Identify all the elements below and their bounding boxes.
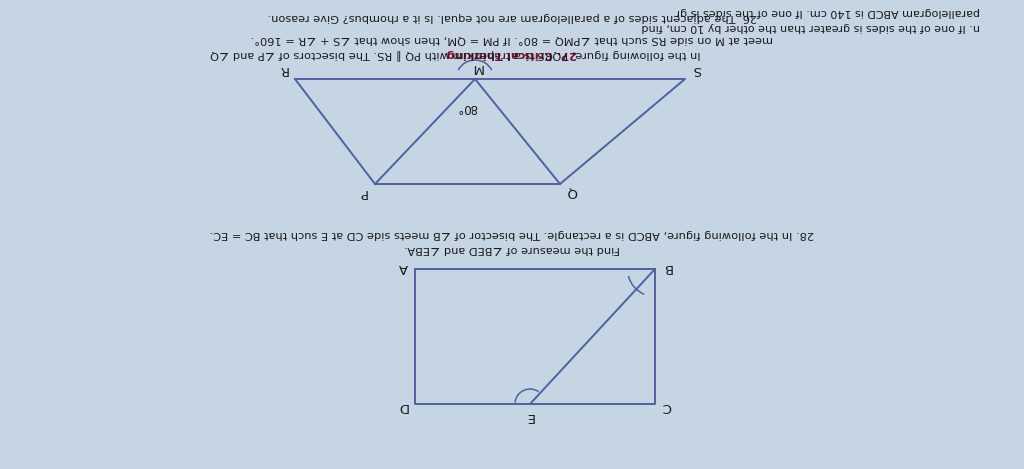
Text: Find the measure of ∠BED and ∠EBA.: Find the measure of ∠BED and ∠EBA. <box>404 244 620 254</box>
Text: B: B <box>663 260 672 273</box>
Text: R: R <box>279 62 288 76</box>
Text: 27. Critical Thinking: 27. Critical Thinking <box>446 49 578 59</box>
Text: n. If one of the sides is greater than the other by 10 cm, find: n. If one of the sides is greater than t… <box>641 22 980 32</box>
Text: A: A <box>398 260 408 273</box>
Text: P: P <box>359 186 367 198</box>
Text: Q: Q <box>566 186 578 198</box>
Text: E: E <box>526 409 535 423</box>
Text: S: S <box>693 62 701 76</box>
Text: M: M <box>471 61 482 74</box>
Text: C: C <box>663 400 672 413</box>
Text: meet at M on side RS such that ∠PMQ = 80°. If PM = QM, then show that ∠S + ∠R = : meet at M on side RS such that ∠PMQ = 80… <box>251 34 773 44</box>
Text: D: D <box>398 400 408 413</box>
Text: 80°: 80° <box>457 100 477 113</box>
Text: 26. The adjacent sides of a parallelogram are not equal. Is it a rhombus? Give r: 26. The adjacent sides of a parallelogra… <box>267 12 757 22</box>
Text: parallelogram ABCD is 140 cm. If one of the sides is gr: parallelogram ABCD is 140 cm. If one of … <box>676 7 980 17</box>
Text: In the following figure, PQRS is a trapezium with PQ ∥ RS. The bisectors of ∠P a: In the following figure, PQRS is a trape… <box>211 49 813 60</box>
Text: 28. In the following figure, ABCD is a rectangle. The bisector of ∠B meets side : 28. In the following figure, ABCD is a r… <box>210 229 814 239</box>
